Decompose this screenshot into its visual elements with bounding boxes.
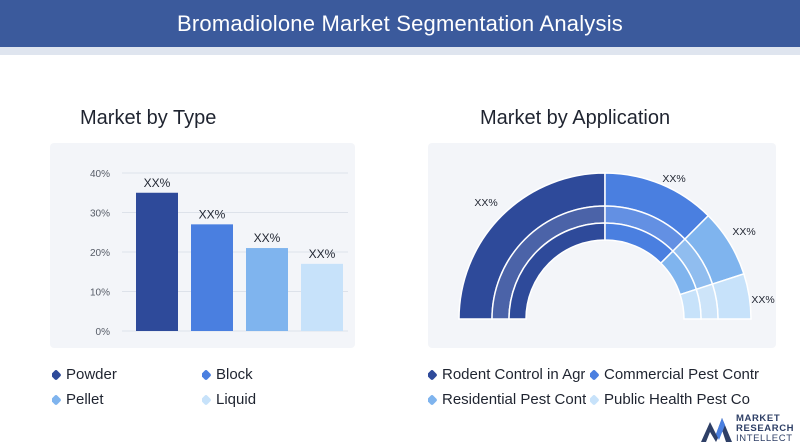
legend-label: Public Health Pest Co [604, 391, 750, 408]
donut-slice-4 [679, 288, 702, 320]
legend-label: Pellet [66, 391, 104, 408]
bar-liquid [301, 263, 343, 331]
legend-marker-icon [202, 393, 212, 406]
application-section-title: Market by Application [480, 107, 671, 129]
y-tick-label: 10% [90, 288, 110, 299]
bar-powder [136, 192, 178, 331]
donut-chart-panel: XX% XX% XX% XX% [428, 143, 776, 348]
header-stripe [0, 47, 800, 55]
legend-label: Powder [66, 366, 117, 383]
legend-marker-icon [52, 368, 62, 381]
legend-label: Liquid [216, 391, 257, 408]
y-tick-label: 20% [90, 248, 110, 259]
legend-marker-icon [202, 368, 212, 381]
legend-item: Public Health Pest Co [590, 391, 760, 408]
donut-data-label: XX% [732, 226, 755, 238]
market-research-intellect-logo: MARKET RESEARCH INTELLECT [698, 410, 798, 446]
donut-chart-legend: Rodent Control in Agr Commercial Pest Con… [428, 366, 760, 408]
legend-item: Rodent Control in Agr [428, 366, 590, 383]
bar-data-label: XX% [199, 207, 226, 221]
legend-item: Powder [52, 366, 202, 383]
bar-data-label: XX% [309, 247, 336, 261]
donut-data-label: XX% [751, 294, 774, 306]
bar-chart: 0% 10% 20% 30% 40% XX% XX% XX% XX% [90, 169, 348, 338]
logo-mark-icon [701, 418, 732, 442]
legend-label: Rodent Control in Agr [442, 366, 586, 383]
donut-chart: XX% XX% XX% XX% [458, 172, 775, 320]
legend-marker-icon [590, 393, 600, 406]
bar-pellet [246, 248, 288, 331]
legend-marker-icon [428, 393, 438, 406]
bar-data-label: XX% [144, 176, 171, 190]
bar-block [191, 224, 233, 331]
logo-line-research: RESEARCH [736, 423, 795, 434]
legend-item: Liquid [202, 391, 342, 408]
header-banner: Bromadiolone Market Segmentation Analysi… [0, 0, 800, 47]
y-tick-label: 40% [90, 169, 110, 180]
bar-chart-panel: 0% 10% 20% 30% 40% XX% XX% XX% XX% [50, 143, 355, 348]
donut-data-label: XX% [662, 173, 685, 185]
legend-marker-icon [590, 368, 600, 381]
legend-label: Residential Pest Cont [442, 391, 587, 408]
donut-data-label: XX% [474, 197, 497, 209]
bar-data-label: XX% [254, 231, 281, 245]
logo-line-market: MARKET [736, 413, 781, 424]
legend-label: Block [216, 366, 253, 383]
legend-label: Commercial Pest Contr [604, 366, 760, 383]
legend-item: Block [202, 366, 342, 383]
logo-line-intellect: INTELLECT [736, 433, 793, 444]
y-tick-label: 30% [90, 209, 110, 220]
page-title: Bromadiolone Market Segmentation Analysi… [177, 10, 623, 36]
y-tick-label: 0% [96, 327, 111, 338]
legend-item: Pellet [52, 391, 202, 408]
legend-item: Residential Pest Cont [428, 391, 590, 408]
logo-text: MARKET RESEARCH INTELLECT [736, 414, 794, 444]
legend-marker-icon [52, 393, 62, 406]
bar-chart-legend: Powder Block Pellet Liquid [52, 366, 342, 408]
legend-item: Commercial Pest Contr [590, 366, 760, 383]
type-section-title: Market by Type [80, 107, 217, 129]
legend-marker-icon [428, 368, 438, 381]
